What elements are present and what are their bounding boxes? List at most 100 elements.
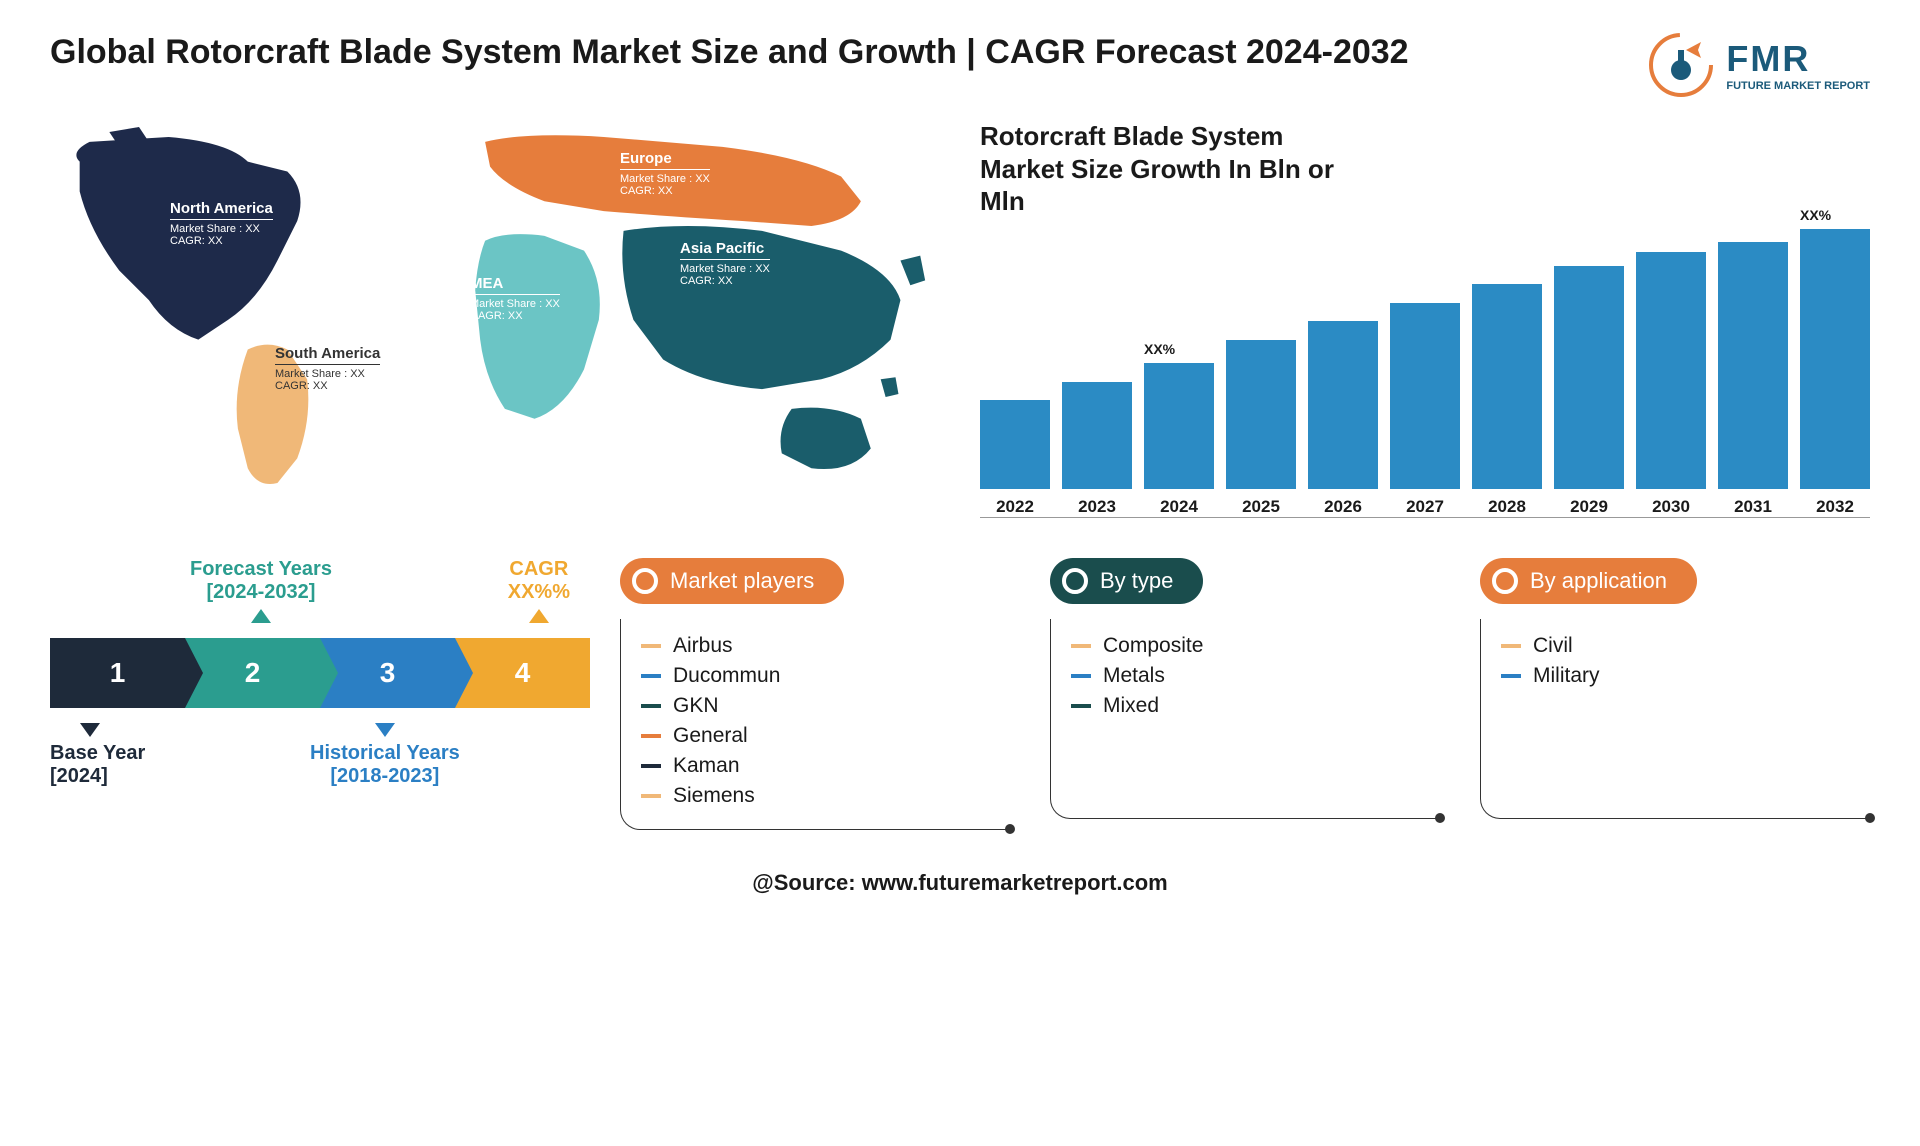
bar-year: 2027 — [1406, 497, 1444, 517]
bar — [1226, 340, 1296, 489]
arrow-down-icon — [375, 723, 395, 737]
logo-subtitle: FUTURE MARKET REPORT — [1726, 80, 1870, 92]
category-list: Civil Military — [1480, 619, 1870, 819]
category-header: By application — [1480, 558, 1697, 604]
timeline-bar: 1 2 3 4 — [50, 638, 590, 708]
bar-year: 2031 — [1734, 497, 1772, 517]
bullet-icon — [1071, 644, 1091, 648]
logo-icon — [1646, 30, 1716, 100]
world-map: North America Market Share : XX CAGR: XX… — [50, 120, 940, 500]
bullet-icon — [1501, 674, 1521, 678]
region-na: North America Market Share : XX CAGR: XX — [170, 200, 273, 247]
region-ap: Asia Pacific Market Share : XX CAGR: XX — [680, 240, 770, 287]
bar-wrap: 2023 — [1062, 382, 1132, 517]
timeline-seg-3: 3 — [320, 638, 455, 708]
bar-year: 2024 — [1160, 497, 1198, 517]
category-item: Airbus — [641, 634, 1010, 658]
bar-wrap: 2031 — [1718, 242, 1788, 516]
category-header: Market players — [620, 558, 844, 604]
base-year-label: Base Year [2024] — [50, 718, 145, 788]
category-item-label: Mixed — [1103, 694, 1159, 718]
bullet-icon — [641, 734, 661, 738]
bar — [1718, 242, 1788, 488]
bar-chart-section: Rotorcraft Blade System Market Size Grow… — [980, 120, 1870, 518]
header: Global Rotorcraft Blade System Market Si… — [50, 30, 1870, 100]
category-item: General — [641, 724, 1010, 748]
category-item-label: Civil — [1533, 634, 1573, 658]
category-section: Market players Airbus Ducommun GKN General Ka… — [620, 558, 1010, 830]
bar — [980, 400, 1050, 488]
bar-year: 2026 — [1324, 497, 1362, 517]
category-item-label: GKN — [673, 694, 719, 718]
bar-annotation: XX% — [1144, 341, 1175, 357]
category-item-label: Ducommun — [673, 664, 780, 688]
bar-wrap: 2025 — [1226, 340, 1296, 517]
bar — [1636, 252, 1706, 489]
category-list: Airbus Ducommun GKN General Kaman Siemens — [620, 619, 1010, 830]
bullet-icon — [641, 794, 661, 798]
category-item: GKN — [641, 694, 1010, 718]
category-item-label: Composite — [1103, 634, 1203, 658]
bullet-icon — [1071, 704, 1091, 708]
bar-chart: 20222023XX%20242025202620272028202920302… — [980, 238, 1870, 518]
bar-year: 2025 — [1242, 497, 1280, 517]
category-item-label: Siemens — [673, 784, 755, 808]
bullet-icon — [641, 704, 661, 708]
bar-annotation: XX% — [1800, 207, 1831, 223]
region-sa: South America Market Share : XX CAGR: XX — [275, 345, 380, 392]
category-item: Mixed — [1071, 694, 1440, 718]
timeline-seg-1: 1 — [50, 638, 185, 708]
bar-wrap: 2030 — [1636, 252, 1706, 517]
arrow-up-icon — [529, 609, 549, 623]
timeline-seg-4: 4 — [455, 638, 590, 708]
page-title: Global Rotorcraft Blade System Market Si… — [50, 30, 1409, 74]
bullet-icon — [641, 674, 661, 678]
bar-year: 2030 — [1652, 497, 1690, 517]
bar — [1390, 303, 1460, 489]
bar-year: 2032 — [1816, 497, 1854, 517]
historical-label: Historical Years [2018-2023] — [310, 718, 460, 788]
region-eu: Europe Market Share : XX CAGR: XX — [620, 150, 710, 197]
category-item: Metals — [1071, 664, 1440, 688]
source-text: @Source: www.futuremarketreport.com — [50, 870, 1870, 896]
bullet-icon — [1071, 674, 1091, 678]
bullet-icon — [1501, 644, 1521, 648]
category-section: By typeCompositeMetalsMixed — [1050, 558, 1440, 830]
bar — [1062, 382, 1132, 489]
category-item-label: Kaman — [673, 754, 740, 778]
category-item: Civil — [1501, 634, 1870, 658]
bar-wrap: 2028 — [1472, 284, 1542, 516]
bar-wrap: 2029 — [1554, 266, 1624, 517]
category-item: Composite — [1071, 634, 1440, 658]
top-row: North America Market Share : XX CAGR: XX… — [50, 120, 1870, 518]
logo-fmr: FMR — [1726, 38, 1870, 80]
category-item: Ducommun — [641, 664, 1010, 688]
timeline-seg-2: 2 — [185, 638, 320, 708]
category-item: Military — [1501, 664, 1870, 688]
bar — [1308, 321, 1378, 488]
timeline-section: Forecast Years [2024-2032] CAGR XX%% 1 2… — [50, 558, 590, 708]
arrow-down-icon — [80, 723, 100, 737]
region-mea: MEA Market Share : XX CAGR: XX — [470, 275, 560, 322]
category-section: By application Civil Military — [1480, 558, 1870, 830]
bar: XX% — [1144, 363, 1214, 488]
cagr-label: CAGR XX%% — [508, 558, 570, 628]
bar: XX% — [1800, 229, 1870, 489]
bullet-icon — [641, 764, 661, 768]
bar-wrap: XX% 2032 — [1800, 229, 1870, 517]
category-item-label: Airbus — [673, 634, 733, 658]
bar-year: 2029 — [1570, 497, 1608, 517]
category-item-label: General — [673, 724, 748, 748]
bar-year: 2028 — [1488, 497, 1526, 517]
bar — [1472, 284, 1542, 488]
logo: FMR FUTURE MARKET REPORT — [1646, 30, 1870, 100]
bottom-row: Forecast Years [2024-2032] CAGR XX%% 1 2… — [50, 558, 1870, 830]
categories-row: Market players Airbus Ducommun GKN General Ka… — [620, 558, 1870, 830]
category-item: Siemens — [641, 784, 1010, 808]
arrow-up-icon — [251, 609, 271, 623]
category-item: Kaman — [641, 754, 1010, 778]
bar-year: 2023 — [1078, 497, 1116, 517]
bar — [1554, 266, 1624, 489]
category-list: Composite Metals Mixed — [1050, 619, 1440, 819]
category-item-label: Military — [1533, 664, 1600, 688]
